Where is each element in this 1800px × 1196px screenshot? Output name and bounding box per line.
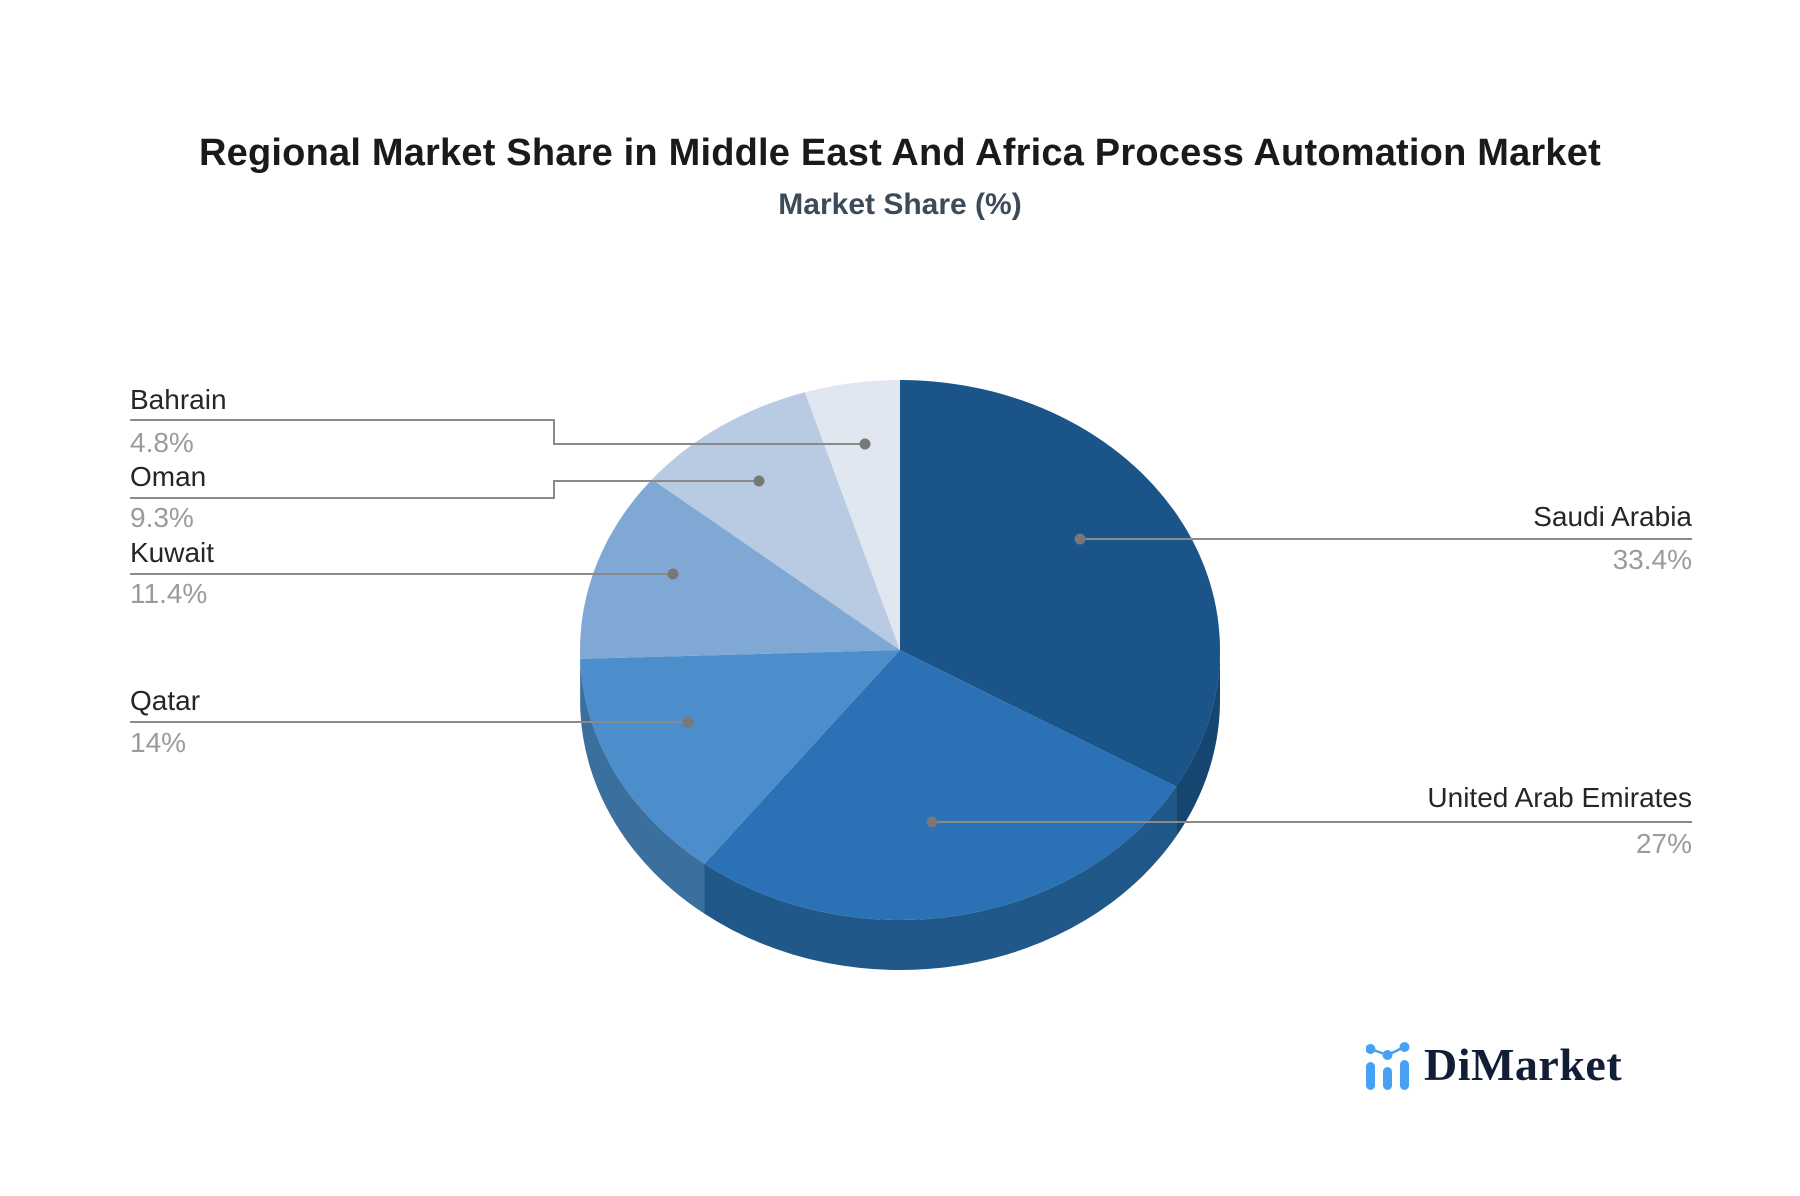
slice-value-bahrain: 4.8% xyxy=(130,427,194,458)
callout-saudi-arabia xyxy=(1074,533,1692,545)
pie-slice-side-saudi-arabia xyxy=(1176,650,1220,837)
dimarket-logo-text: DiMarket xyxy=(1424,1039,1623,1090)
pie-slice-qatar[interactable] xyxy=(580,650,900,864)
pie-slice-side-united-arab-emirates xyxy=(704,786,1177,971)
chart-subtitle: Market Share (%) xyxy=(778,188,1022,221)
pie-slice-bahrain[interactable] xyxy=(804,380,900,650)
slice-label-kuwait: Kuwait xyxy=(130,537,215,568)
slice-label-oman: Oman xyxy=(130,461,207,492)
pie-slice-kuwait[interactable] xyxy=(580,479,900,659)
slice-value-kuwait: 11.4% xyxy=(130,578,208,609)
slice-label-saudi-arabia: Saudi Arabia xyxy=(1533,501,1692,532)
callout-united-arab-emirates xyxy=(926,816,1692,828)
slice-label-qatar: Qatar xyxy=(130,685,201,716)
slice-value-saudi-arabia: 33.4% xyxy=(1612,544,1692,575)
dimarket-logo: DiMarket xyxy=(1366,1038,1622,1091)
slice-value-united-arab-emirates: 27% xyxy=(1635,828,1692,859)
slice-label-united-arab-emirates: United Arab Emirates xyxy=(1427,782,1692,813)
slice-label-bahrain: Bahrain xyxy=(130,384,227,415)
callout-qatar xyxy=(130,716,694,728)
callout-kuwait xyxy=(130,568,679,580)
pie-slice-saudi-arabia[interactable] xyxy=(900,380,1221,787)
slice-value-qatar: 14% xyxy=(130,727,187,758)
callout-bahrain xyxy=(130,419,871,450)
slice-value-oman: 9.3% xyxy=(130,502,194,533)
pie-slice-oman[interactable] xyxy=(652,392,900,650)
pie-slice-united-arab-emirates[interactable] xyxy=(704,650,1177,921)
dimarket-logo-icon xyxy=(1366,1041,1410,1090)
callout-oman xyxy=(130,475,765,499)
pie-slice-side-qatar xyxy=(580,658,705,914)
chart-title: Regional Market Share in Middle East And… xyxy=(199,132,1601,174)
